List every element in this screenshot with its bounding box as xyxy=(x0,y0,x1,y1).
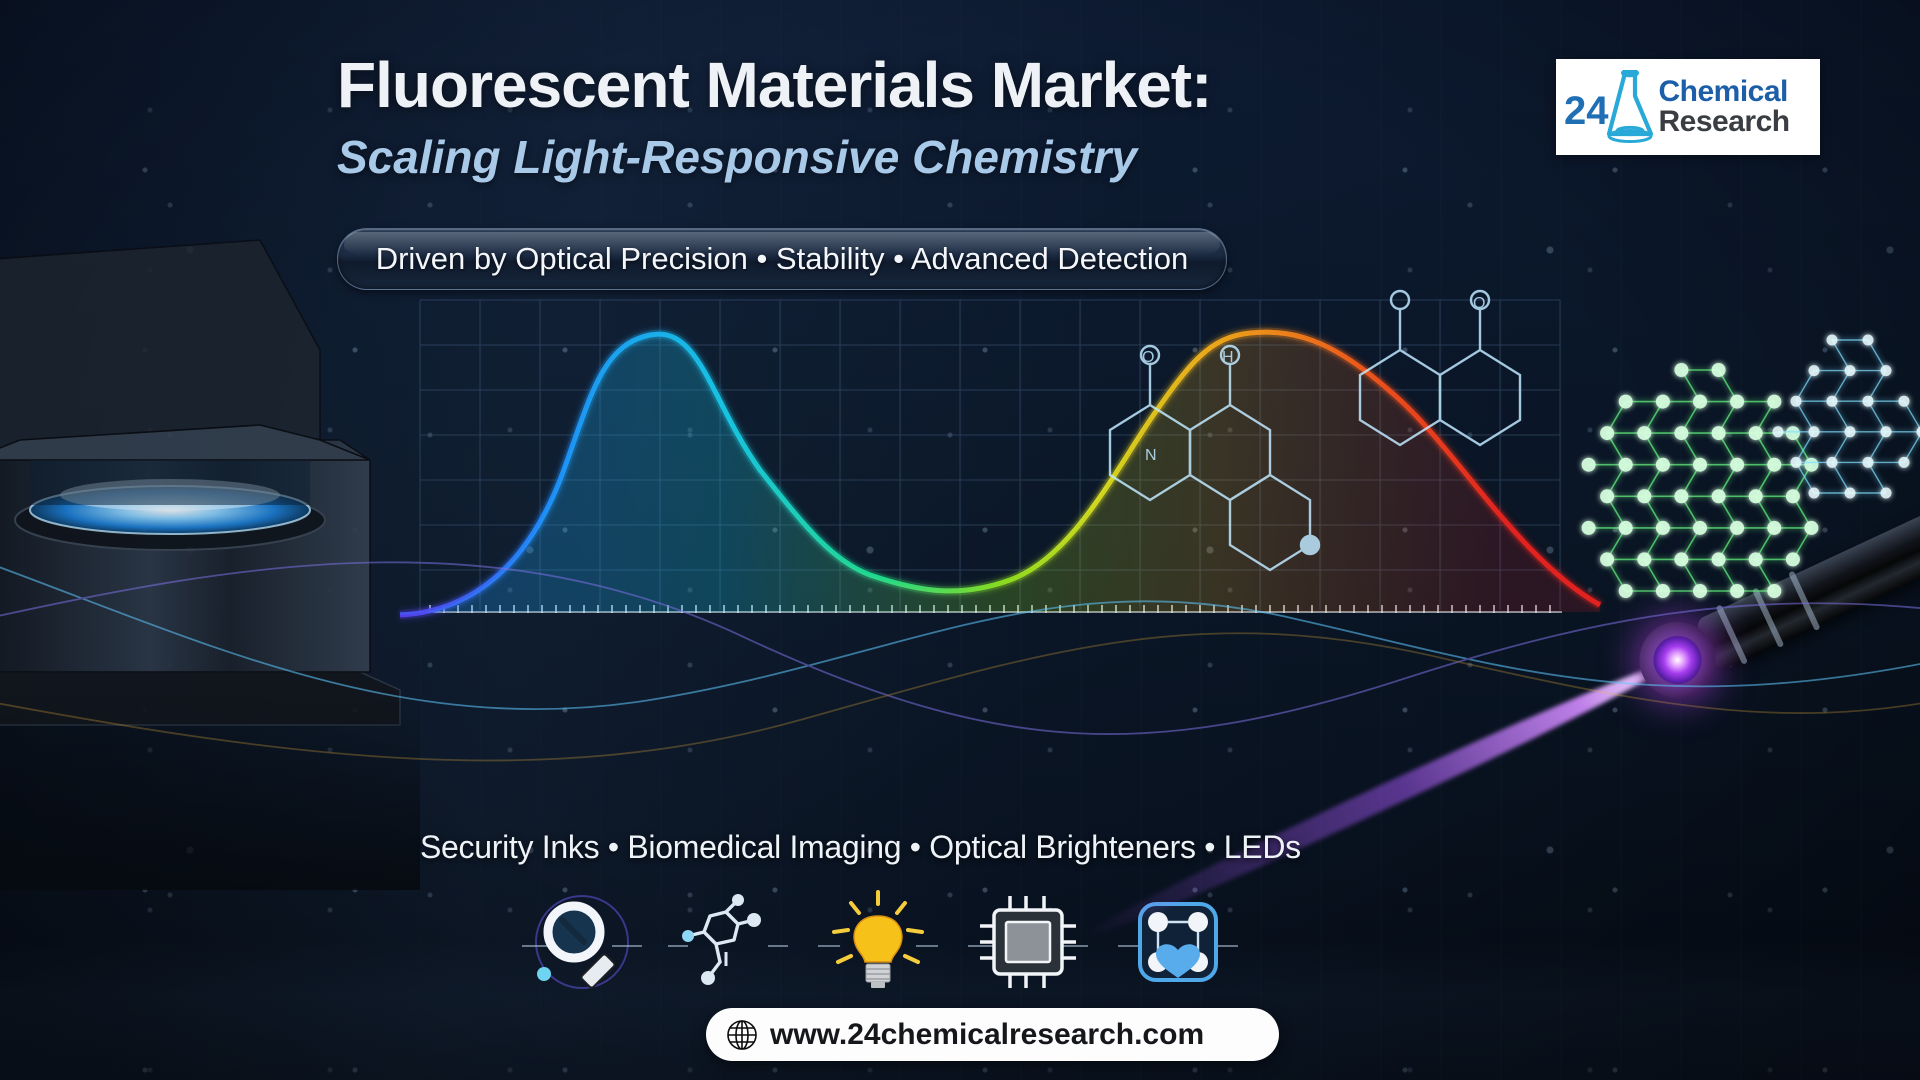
svg-text:N: N xyxy=(1145,447,1157,464)
svg-text:O: O xyxy=(1142,349,1154,366)
svg-text:O: O xyxy=(1473,295,1485,312)
svg-text:H: H xyxy=(1222,349,1234,366)
